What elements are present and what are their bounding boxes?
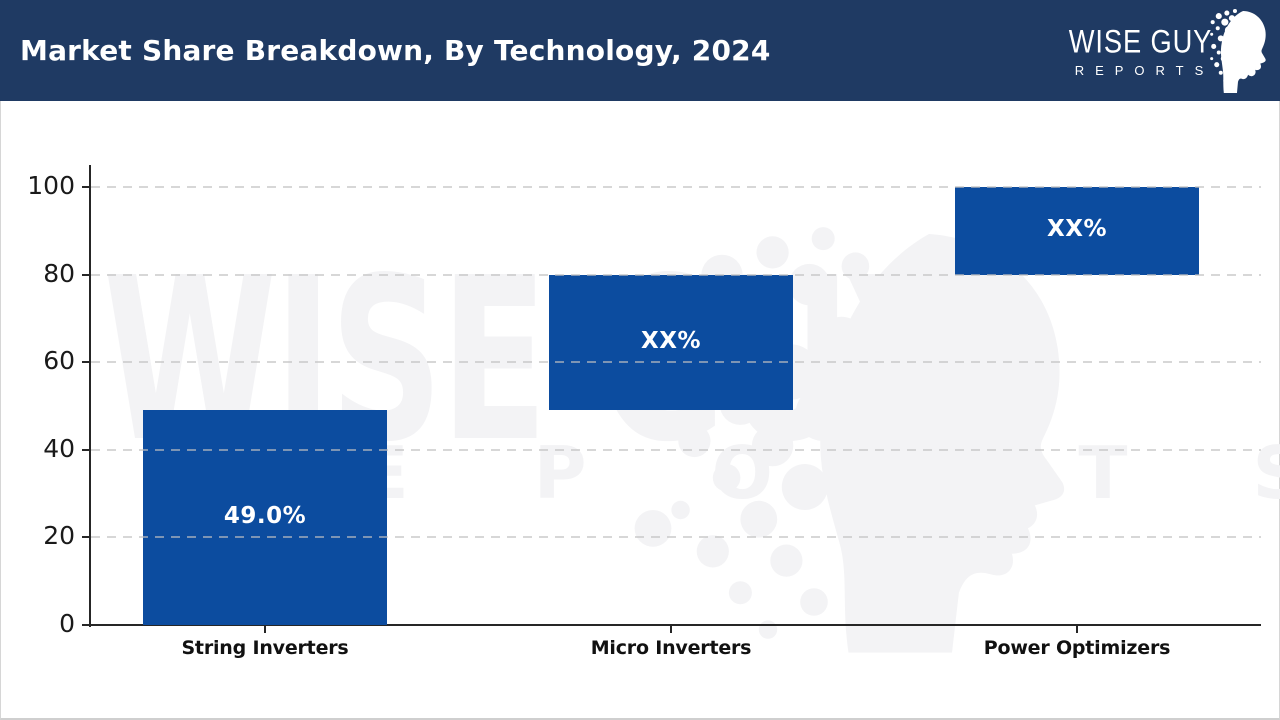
gridline xyxy=(91,448,1261,451)
plot-area: 0 20 40 60 80 100 49.0% String Inverters XX% Micr… xyxy=(1,101,1279,718)
bar xyxy=(549,275,793,411)
y-tick-label: 100 xyxy=(27,171,75,200)
brand-logo: WISE GUY REPORTS xyxy=(1059,8,1270,94)
y-tick-label: 40 xyxy=(43,433,75,463)
bar-label: XX% xyxy=(640,327,701,354)
x-tick xyxy=(264,626,266,633)
header-band: Market Share Breakdown, By Technology, 2… xyxy=(0,0,1280,101)
y-axis-spine xyxy=(89,165,91,627)
y-tick-label: 80 xyxy=(43,258,75,288)
y-tick-label: 60 xyxy=(43,346,75,376)
y-tick-label: 0 xyxy=(59,609,75,638)
y-tick xyxy=(82,536,89,539)
bar-label: 49.0% xyxy=(223,502,307,529)
gridline xyxy=(91,361,1261,364)
x-tick-label: String Inverters xyxy=(181,637,349,659)
gridline xyxy=(91,186,1261,188)
brand-subname: REPORTS xyxy=(1074,63,1215,78)
x-tick-label: Micro Inverters xyxy=(590,637,752,659)
chart-title: Market Share Breakdown, By Technology, 2… xyxy=(20,34,771,67)
bar xyxy=(143,410,387,625)
bar xyxy=(955,187,1199,275)
bar-label: XX% xyxy=(1046,215,1107,242)
x-axis-spine xyxy=(89,624,1261,626)
brand-name: WISE GUY xyxy=(1068,23,1213,60)
chart-canvas: WISE GUY R E P O R T S 02040608010049.0%… xyxy=(0,101,1280,720)
y-tick xyxy=(82,448,89,451)
gridline xyxy=(91,536,1261,539)
head-profile-dots-icon xyxy=(1210,9,1266,93)
x-tick-label: Power Optimizers xyxy=(983,637,1171,659)
gridline xyxy=(91,273,1261,276)
x-tick xyxy=(1076,626,1078,633)
y-tick xyxy=(82,186,89,188)
y-tick-label: 20 xyxy=(43,521,75,551)
y-tick xyxy=(82,624,89,626)
x-tick xyxy=(670,626,672,633)
brand-logo-text: WISE GUY REPORTS xyxy=(1059,23,1222,78)
y-tick xyxy=(82,361,89,364)
y-tick xyxy=(82,273,89,276)
